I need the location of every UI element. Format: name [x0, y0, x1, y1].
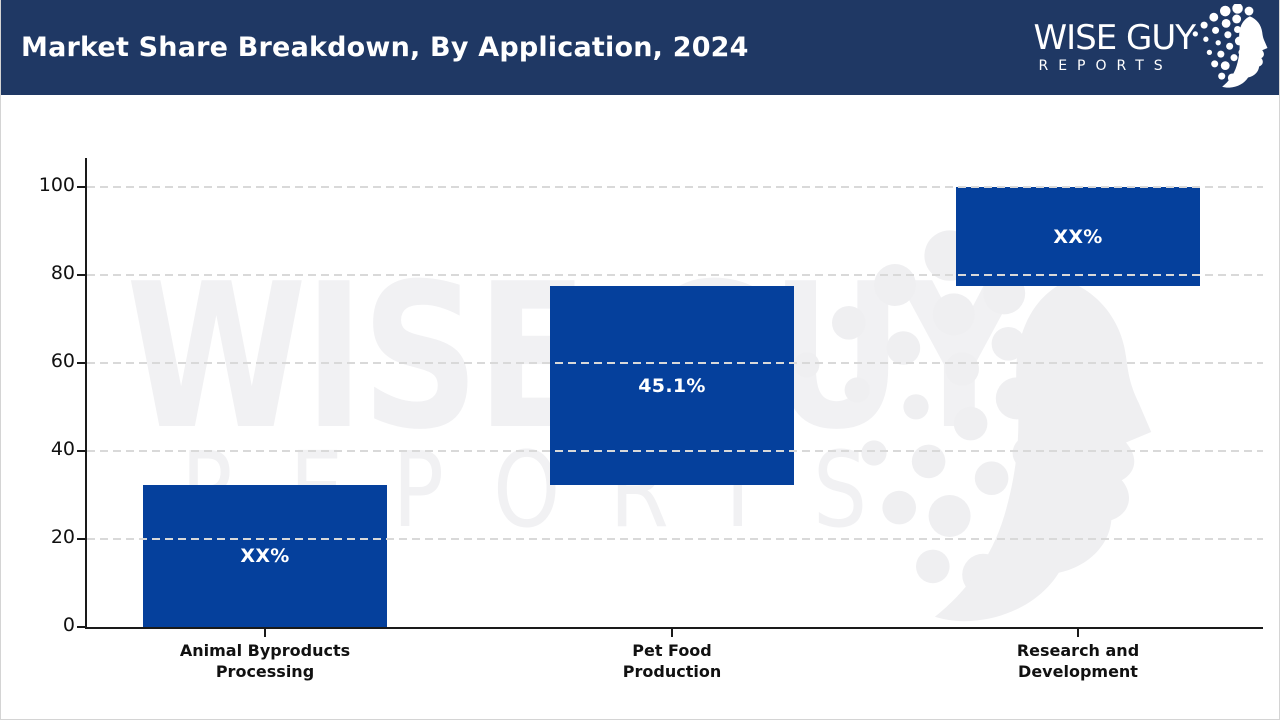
bar-research-and-development: XX%	[956, 187, 1200, 287]
bar-animal-byproducts-processing: XX%	[143, 484, 387, 627]
y-tick-label-20: 20	[50, 526, 75, 548]
gridline-y-40	[87, 450, 1263, 452]
bar-value-label-pet-food-production: 45.1%	[638, 374, 706, 397]
y-tick-label-80: 80	[50, 262, 75, 284]
x-tick-mark-pet-food-production	[671, 629, 673, 637]
x-tick-mark-research-and-development	[1077, 629, 1079, 637]
y-tick-mark-80	[77, 274, 85, 276]
y-tick-mark-100	[77, 186, 85, 188]
brand-logo-text: WISE GUY REPORTS	[1033, 18, 1196, 74]
x-tick-mark-animal-byproducts-processing	[264, 629, 266, 637]
bar-value-label-animal-byproducts-processing: XX%	[240, 544, 290, 567]
y-axis-line	[85, 158, 87, 629]
y-tick-label-0: 0	[62, 614, 75, 636]
y-tick-label-60: 60	[50, 350, 75, 372]
bar-value-label-research-and-development: XX%	[1053, 225, 1103, 248]
y-tick-mark-60	[77, 362, 85, 364]
y-tick-mark-40	[77, 450, 85, 452]
x-axis-line	[85, 627, 1263, 629]
page-title: Market Share Breakdown, By Application, …	[21, 32, 749, 63]
brand-name: WISE GUY	[1033, 18, 1196, 58]
header-bar: Market Share Breakdown, By Application, …	[1, 0, 1279, 95]
y-tick-mark-0	[77, 626, 85, 628]
y-tick-label-100: 100	[38, 174, 75, 196]
gridline-y-60	[87, 362, 1263, 364]
y-tick-label-40: 40	[50, 438, 75, 460]
category-label-research-and-development: Research and Development	[1016, 641, 1140, 681]
gridline-y-80	[87, 274, 1263, 276]
bar-pet-food-production: 45.1%	[550, 286, 794, 485]
y-tick-mark-20	[77, 538, 85, 540]
category-label-animal-byproducts-processing: Animal Byproducts Processing	[179, 641, 351, 681]
gridline-y-100	[87, 186, 1263, 188]
brand-subtitle: REPORTS	[1038, 58, 1173, 74]
gridline-y-20	[87, 538, 1263, 540]
brand-logo: WISE GUY REPORTS	[1033, 3, 1273, 92]
category-label-pet-food-production: Pet Food Production	[622, 641, 722, 681]
